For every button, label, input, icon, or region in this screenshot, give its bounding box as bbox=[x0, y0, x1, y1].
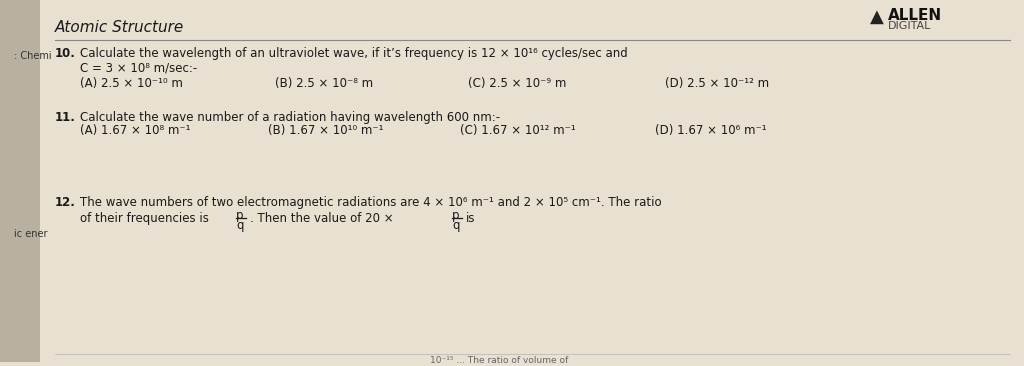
Text: Calculate the wavelength of an ultraviolet wave, if it’s frequency is 12 × 10¹⁶ : Calculate the wavelength of an ultraviol… bbox=[80, 48, 628, 60]
Text: q: q bbox=[452, 219, 460, 232]
Text: : Chemi: : Chemi bbox=[14, 51, 51, 61]
Text: (A) 1.67 × 10⁸ m⁻¹: (A) 1.67 × 10⁸ m⁻¹ bbox=[80, 124, 190, 138]
Text: (D) 1.67 × 10⁶ m⁻¹: (D) 1.67 × 10⁶ m⁻¹ bbox=[655, 124, 767, 138]
Text: p: p bbox=[236, 209, 244, 223]
Text: (B) 1.67 × 10¹⁰ m⁻¹: (B) 1.67 × 10¹⁰ m⁻¹ bbox=[268, 124, 384, 138]
Polygon shape bbox=[0, 0, 40, 362]
Text: Atomic Structure: Atomic Structure bbox=[55, 20, 184, 35]
Text: ALLEN: ALLEN bbox=[888, 8, 942, 23]
Text: (B) 2.5 × 10⁻⁸ m: (B) 2.5 × 10⁻⁸ m bbox=[275, 77, 373, 90]
Text: 10⁻¹⁵ ... The ratio of volume of: 10⁻¹⁵ ... The ratio of volume of bbox=[430, 356, 568, 365]
Text: q: q bbox=[236, 219, 244, 232]
Text: C = 3 × 10⁸ m/sec:-: C = 3 × 10⁸ m/sec:- bbox=[80, 61, 198, 74]
Text: (D) 2.5 × 10⁻¹² m: (D) 2.5 × 10⁻¹² m bbox=[665, 77, 769, 90]
Text: The wave numbers of two electromagnetic radiations are 4 × 10⁶ m⁻¹ and 2 × 10⁵ c: The wave numbers of two electromagnetic … bbox=[80, 196, 662, 209]
Text: DIGITAL: DIGITAL bbox=[888, 21, 932, 31]
Text: . Then the value of 20 ×: . Then the value of 20 × bbox=[250, 212, 393, 225]
Text: ▲: ▲ bbox=[870, 8, 884, 26]
Text: is: is bbox=[466, 212, 475, 225]
Text: of their frequencies is: of their frequencies is bbox=[80, 212, 209, 225]
Text: ic ener: ic ener bbox=[14, 229, 47, 239]
Text: 12.: 12. bbox=[55, 196, 76, 209]
Text: (A) 2.5 × 10⁻¹⁰ m: (A) 2.5 × 10⁻¹⁰ m bbox=[80, 77, 183, 90]
Text: 11.: 11. bbox=[55, 111, 76, 124]
Text: p: p bbox=[452, 209, 460, 223]
Text: (C) 2.5 × 10⁻⁹ m: (C) 2.5 × 10⁻⁹ m bbox=[468, 77, 566, 90]
Text: 10.: 10. bbox=[55, 48, 76, 60]
Text: (C) 1.67 × 10¹² m⁻¹: (C) 1.67 × 10¹² m⁻¹ bbox=[460, 124, 575, 138]
Text: Calculate the wave number of a radiation having wavelength 600 nm:-: Calculate the wave number of a radiation… bbox=[80, 111, 500, 124]
